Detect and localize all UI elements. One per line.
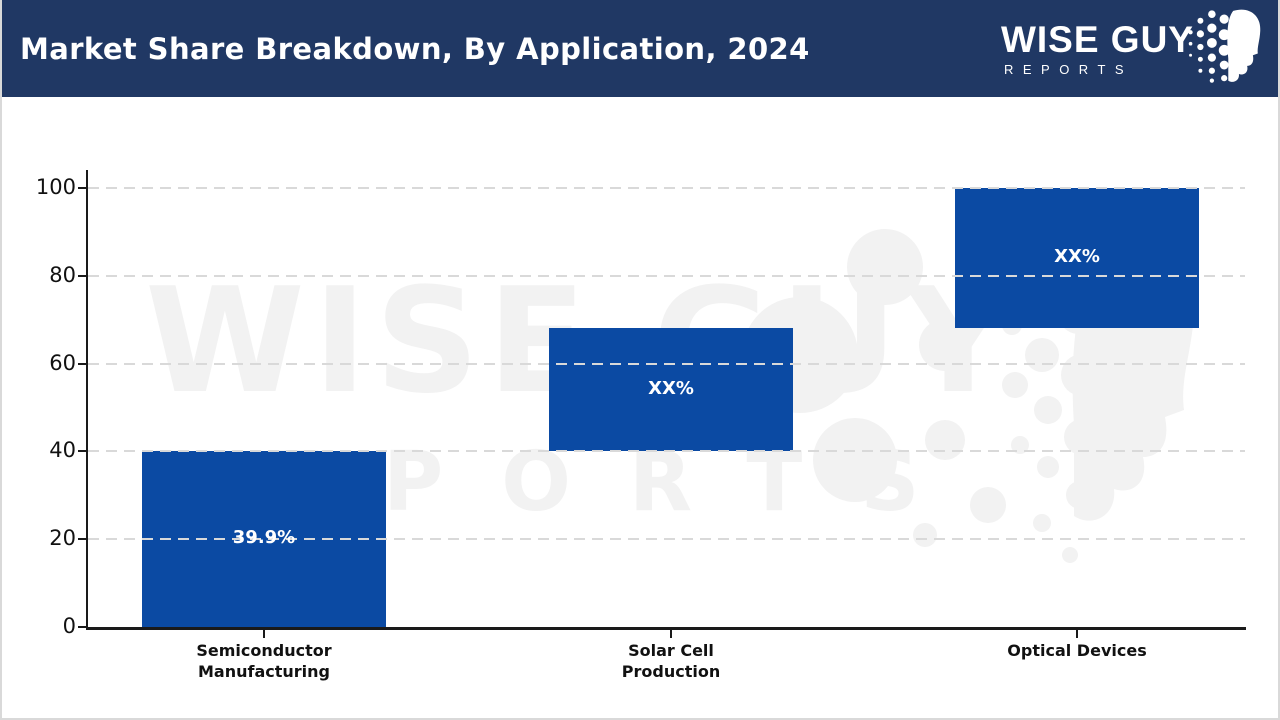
x-category-label-line: Solar Cell xyxy=(628,641,714,660)
y-tick-mark xyxy=(78,187,86,189)
grid-line xyxy=(88,274,1245,277)
y-tick-mark xyxy=(78,538,86,541)
x-category-label-line: Production xyxy=(621,662,721,681)
bar-value-label: XX% xyxy=(648,377,694,399)
y-tick-label: 0 xyxy=(62,614,76,638)
y-tick-mark xyxy=(78,450,86,453)
x-tick-mark xyxy=(1076,627,1078,638)
logo-wordmark: WISE GUY xyxy=(1000,19,1194,60)
x-category-label: Optical Devices xyxy=(927,640,1227,661)
logo: WISE GUY REPORTS xyxy=(1001,6,1266,92)
bar-value-label: 39.9% xyxy=(232,527,296,549)
y-tick-mark xyxy=(78,274,86,277)
x-category-label-line: Optical Devices xyxy=(1007,641,1147,660)
logo-face-icon xyxy=(1188,9,1261,83)
bar xyxy=(549,328,793,452)
logo-reports-label: REPORTS xyxy=(1003,62,1134,77)
y-axis-line xyxy=(86,170,88,630)
logo-text: WISE GUY REPORTS xyxy=(1000,19,1194,78)
x-category-label-line: Semiconductor xyxy=(196,641,332,660)
y-tick-label: 20 xyxy=(49,526,76,551)
y-tick-mark xyxy=(78,362,86,365)
y-tick-label: 40 xyxy=(49,438,76,463)
grid-line xyxy=(88,362,1245,365)
x-category-label-line: Manufacturing xyxy=(198,662,330,681)
x-axis-line xyxy=(86,627,1246,630)
bar xyxy=(955,188,1199,329)
x-tick-mark xyxy=(263,627,265,638)
grid-line xyxy=(88,538,1245,541)
header-bar: Market Share Breakdown, By Application, … xyxy=(0,0,1280,97)
grid-line xyxy=(88,187,1245,189)
x-category-label: Semiconductor Manufacturing xyxy=(114,640,414,682)
y-tick-label: 100 xyxy=(35,175,76,199)
x-tick-mark xyxy=(670,627,672,638)
y-tick-label: 60 xyxy=(49,350,76,375)
chart-area: 0 20 40 60 80 100 39.9% Semiconductor Manufactur… xyxy=(0,97,1280,720)
bar-value-label: XX% xyxy=(1054,246,1100,268)
x-category-label: Solar Cell Production xyxy=(521,640,821,682)
grid-line xyxy=(88,450,1245,453)
y-tick-label: 80 xyxy=(49,262,76,287)
page-title: Market Share Breakdown, By Application, … xyxy=(20,31,810,66)
y-tick-mark xyxy=(78,626,86,628)
